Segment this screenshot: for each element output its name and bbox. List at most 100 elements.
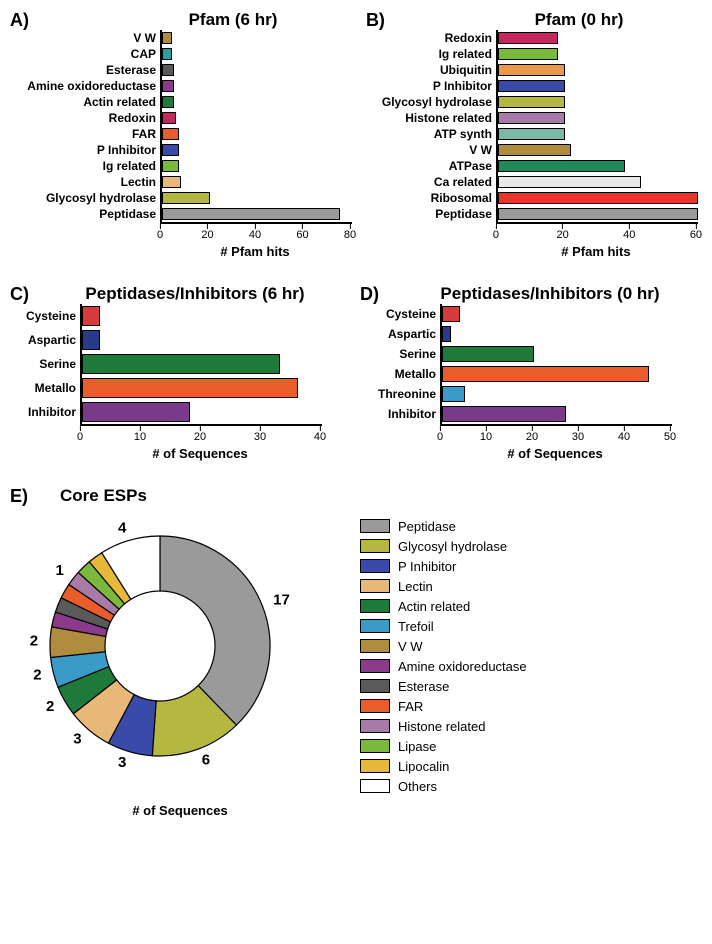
legend-swatch — [360, 539, 390, 553]
bar-label: Peptidase — [435, 206, 496, 222]
panel-c-title: Peptidases/Inhibitors (6 hr) — [40, 284, 350, 304]
legend-swatch — [360, 699, 390, 713]
panel-a-chart: V WCAPEsteraseAmine oxidoreductaseActin … — [10, 30, 356, 259]
xtick-label: 20 — [194, 431, 206, 443]
bar — [498, 144, 571, 156]
legend-label: Lipase — [398, 739, 436, 754]
bar — [162, 208, 340, 220]
legend-label: Trefoil — [398, 619, 434, 634]
panel-e-title: Core ESPs — [60, 486, 350, 506]
x-axis-title: # of Sequences — [80, 446, 320, 461]
bar — [162, 112, 176, 124]
xtick-label: 40 — [623, 229, 635, 241]
bar-label: Ribosomal — [431, 190, 496, 206]
panel-d-chart: CysteineAsparticSerineMetalloThreonineIn… — [360, 304, 700, 461]
legend-item: V W — [360, 636, 527, 656]
bar-label: P Inhibitor — [433, 78, 496, 94]
slice-value-label: 1 — [56, 562, 64, 579]
bar-label: Metallo — [395, 364, 440, 384]
bar-label: Inhibitor — [388, 404, 440, 424]
xtick-label: 30 — [572, 431, 584, 443]
legend-label: V W — [398, 639, 423, 654]
x-axis-title: # Pfam hits — [496, 244, 696, 259]
bar — [82, 330, 100, 350]
panel-c-chart: CysteineAsparticSerineMetalloInhibitor01… — [10, 304, 350, 461]
panel-b-chart: RedoxinIg relatedUbiquitinP InhibitorGly… — [366, 30, 702, 259]
bar — [82, 306, 100, 326]
xtick-label: 0 — [157, 229, 163, 241]
xtick-label: 30 — [254, 431, 266, 443]
legend-item: Lectin — [360, 576, 527, 596]
bar-label: Lectin — [121, 174, 160, 190]
xtick-label: 10 — [134, 431, 146, 443]
bar — [442, 306, 460, 322]
bar — [442, 406, 566, 422]
panel-c: C) Peptidases/Inhibitors (6 hr) Cysteine… — [10, 284, 350, 461]
bar — [162, 144, 179, 156]
donut-slice — [160, 536, 270, 725]
bar-label: Ubiquitin — [440, 62, 496, 78]
legend-label: P Inhibitor — [398, 559, 456, 574]
panel-e: E) Core ESPs 1763322214 # of Sequences — [10, 486, 350, 818]
legend-label: Lipocalin — [398, 759, 449, 774]
bar-label: CAP — [131, 46, 160, 62]
panel-d: D) Peptidases/Inhibitors (0 hr) Cysteine… — [360, 284, 700, 461]
bar — [498, 160, 625, 172]
bar-label: V W — [469, 142, 496, 158]
xtick-label: 50 — [664, 431, 676, 443]
panel-c-label: C) — [10, 284, 29, 305]
legend-swatch — [360, 739, 390, 753]
legend-swatch — [360, 759, 390, 773]
legend-swatch — [360, 659, 390, 673]
bar-label: Serine — [399, 344, 440, 364]
bar — [442, 326, 451, 342]
panel-d-title: Peptidases/Inhibitors (0 hr) — [400, 284, 700, 304]
bar — [498, 176, 641, 188]
legend-item: Lipocalin — [360, 756, 527, 776]
legend-item: Trefoil — [360, 616, 527, 636]
slice-value-label: 4 — [118, 520, 127, 537]
legend-swatch — [360, 579, 390, 593]
bar — [498, 64, 565, 76]
bar — [162, 64, 174, 76]
legend-label: Esterase — [398, 679, 449, 694]
bar-label: Peptidase — [99, 206, 160, 222]
panel-a-label: A) — [10, 10, 29, 31]
bar-label: Metallo — [35, 376, 80, 400]
bar-label: Aspartic — [388, 324, 440, 344]
legend-swatch — [360, 639, 390, 653]
bar-label: ATP synth — [434, 126, 496, 142]
bar-label: Threonine — [378, 384, 440, 404]
slice-value-label: 2 — [30, 633, 38, 650]
panel-e-label: E) — [10, 486, 28, 507]
legend-label: Glycosyl hydrolase — [398, 539, 507, 554]
bar-label: Glycosyl hydrolase — [46, 190, 160, 206]
legend-item: Lipase — [360, 736, 527, 756]
bar-label: P Inhibitor — [97, 142, 160, 158]
xtick-label: 0 — [77, 431, 83, 443]
bar — [162, 80, 174, 92]
slice-value-label: 3 — [73, 730, 81, 747]
panel-a-title: Pfam (6 hr) — [110, 10, 356, 30]
bar-label: Histone related — [405, 110, 496, 126]
bar — [162, 96, 174, 108]
slice-value-label: 3 — [118, 754, 126, 771]
legend-label: FAR — [398, 699, 423, 714]
bar — [498, 80, 565, 92]
slice-value-label: 2 — [46, 698, 54, 715]
row-3: E) Core ESPs 1763322214 # of Sequences P… — [10, 486, 702, 818]
legend-item: Amine oxidoreductase — [360, 656, 527, 676]
bar — [82, 378, 298, 398]
bar-label: Actin related — [83, 94, 160, 110]
legend-item: P Inhibitor — [360, 556, 527, 576]
xtick-label: 20 — [556, 229, 568, 241]
bar-label: Ig related — [103, 158, 160, 174]
panel-b: B) Pfam (0 hr) RedoxinIg relatedUbiquiti… — [366, 10, 702, 259]
panel-e-chart: 1763322214 — [10, 506, 350, 801]
xtick-label: 60 — [296, 229, 308, 241]
row-2: C) Peptidases/Inhibitors (6 hr) Cysteine… — [10, 284, 702, 461]
xtick-label: 20 — [201, 229, 213, 241]
legend-item: Esterase — [360, 676, 527, 696]
bar-label: Redoxin — [109, 110, 160, 126]
slice-value-label: 2 — [33, 666, 41, 683]
